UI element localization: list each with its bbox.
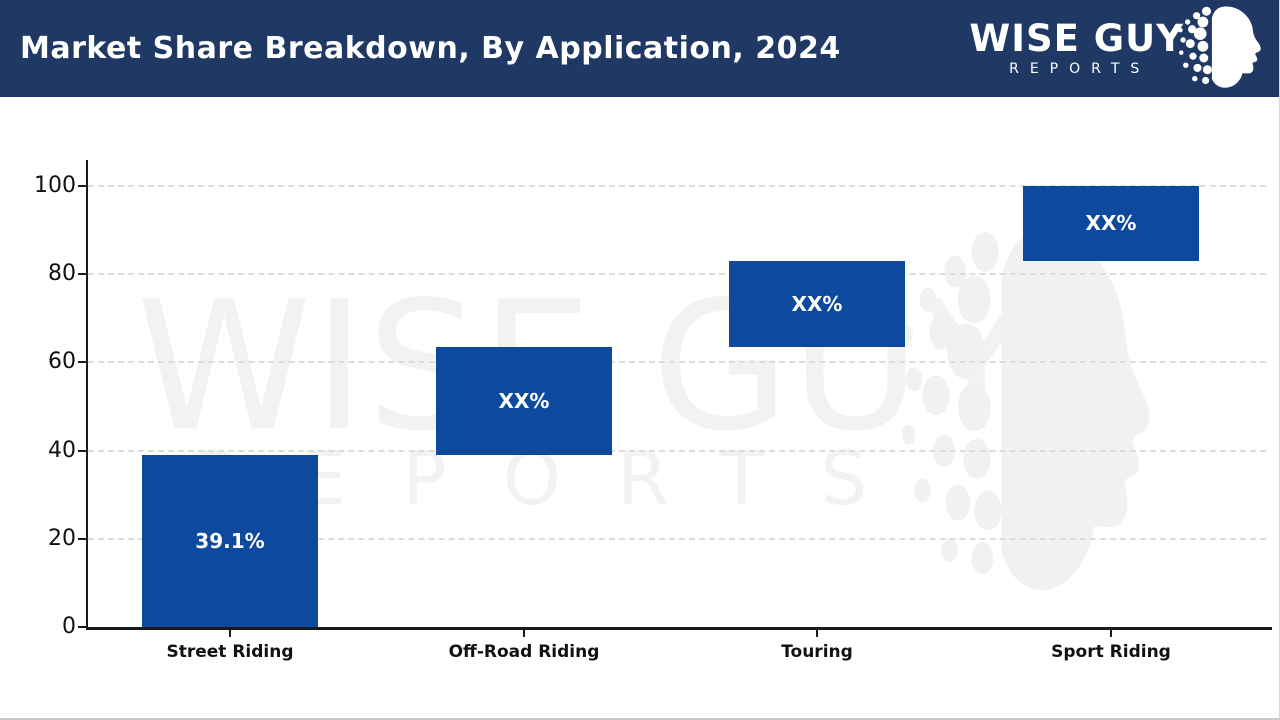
bar-touring: XX% [729,260,905,347]
x-tick-label-street-riding: Street Riding [166,642,294,662]
y-tick-label: 100 [34,173,76,198]
logo-wordmark-line1: WISE GUY [969,17,1184,61]
bar-value-label-touring: XX% [791,291,843,316]
x-tick-label-off-road-riding: Off-Road Riding [448,642,600,662]
y-tick-mark [78,626,86,628]
bar-off-road-riding: XX% [436,346,612,455]
gridline-80 [88,273,1266,276]
header-bar: Market Share Breakdown, By Application, … [0,0,1279,97]
x-tick-mark [1110,630,1112,637]
bar-value-label-sport-riding: XX% [1085,211,1137,236]
y-tick-label: 80 [48,261,76,287]
bar-value-label-off-road-riding: XX% [498,388,550,413]
y-tick-mark [78,537,86,540]
page-title: Market Share Breakdown, By Application, … [20,31,841,66]
x-tick-mark [229,630,231,637]
bar-value-label-street-riding: 39.1% [195,528,265,553]
gridline-40 [88,449,1266,452]
logo-wordmark-line2: REPORTS [1009,60,1151,77]
y-tick-label: 0 [62,614,76,639]
x-tick-mark [816,630,818,637]
x-tick-mark [523,630,525,637]
y-tick-mark [78,273,86,276]
bar-street-riding: 39.1% [142,454,318,627]
gridline-100 [88,185,1266,187]
x-tick-label-touring: Touring [781,642,853,662]
gridline-20 [88,537,1266,540]
x-axis-line [86,627,1272,630]
x-tick-label-sport-riding: Sport Riding [1051,642,1171,662]
y-tick-label: 60 [48,349,76,375]
y-tick-label: 20 [48,525,76,551]
y-axis-line [86,160,88,630]
y-tick-mark [78,185,86,187]
y-tick-mark [78,449,86,452]
y-tick-label: 40 [48,437,76,463]
bar-sport-riding: XX% [1023,186,1199,261]
y-tick-mark [78,361,86,364]
gridline-60 [88,361,1266,364]
wise-guy-reports-logo: WISE GUY REPORTS [969,0,1270,97]
logo-wordmark: WISE GUY REPORTS [969,17,1184,77]
